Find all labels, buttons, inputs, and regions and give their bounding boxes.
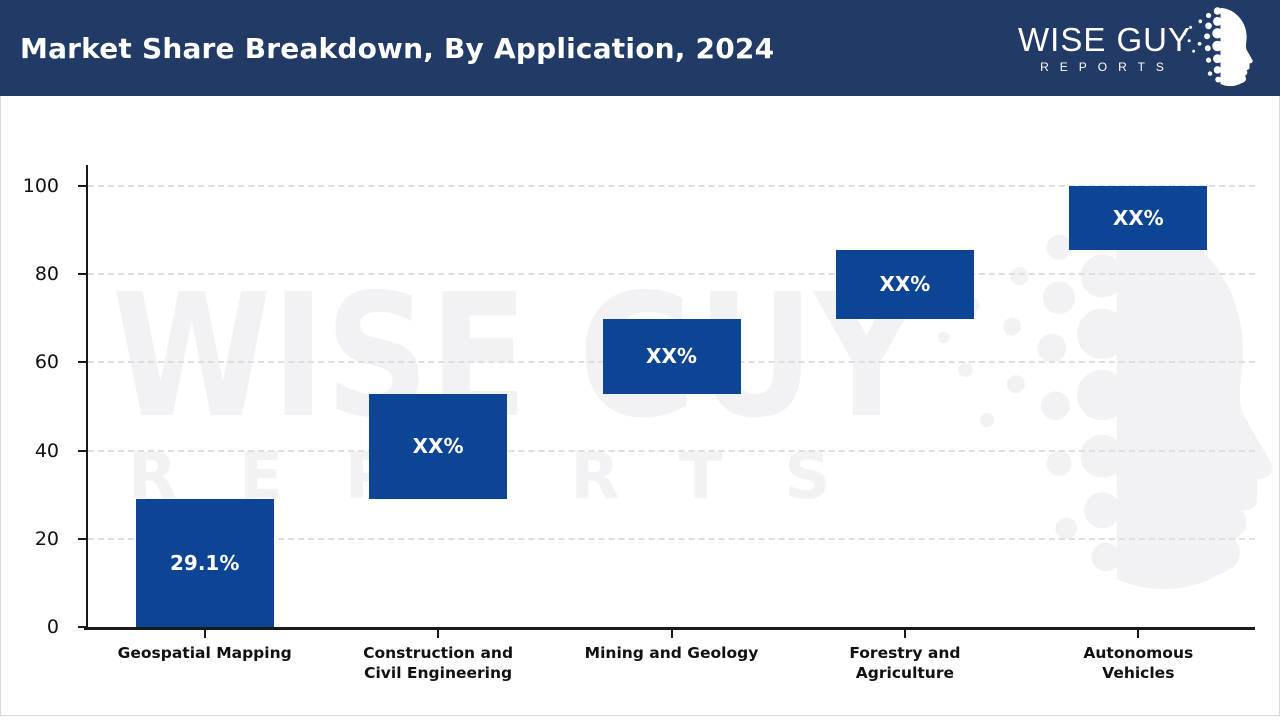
x-category-label-line: Autonomous [1083,644,1194,662]
y-tick-mark [78,449,86,452]
x-category-label-line: Vehicles [1102,664,1175,683]
x-tick-mark [437,630,440,638]
logo-text: WISE GUY REPORTS [1018,23,1191,74]
gridline [88,537,1255,540]
y-tick-label: 60 [34,351,59,374]
x-category-label: Construction and Civil Engineering [323,643,553,684]
y-axis-line [86,165,88,629]
page-title: Market Share Breakdown, By Application, … [20,31,775,65]
bar-value-label: XX% [646,344,697,369]
y-tick-mark [78,184,86,187]
gridline [88,449,1255,452]
y-tick-label: 0 [46,616,59,638]
x-category-label-line: Mining and Geology [584,644,759,662]
x-category-label-line: Geospatial Mapping [117,644,292,662]
x-category-label: Mining and Geology [557,643,787,663]
x-category-label-line: Civil Engineering [364,664,513,683]
x-category-label: Geospatial Mapping [90,643,320,663]
y-tick-mark [78,626,86,628]
bar-value-label: XX% [1112,205,1164,230]
chart-plot-area: 0 20 40 60 80 100 29.1% Geospatial Mapping XX% Co… [23,165,1255,682]
y-tick-label: 100 [22,174,59,197]
bar-value-label: XX% [412,434,464,459]
header: Market Share Breakdown, By Application, … [0,0,1280,96]
x-category-label: Autonomous Vehicles [1023,643,1253,684]
y-tick-label: 80 [34,263,59,286]
x-tick-mark [903,630,906,638]
x-axis-line [84,627,1255,630]
wiseguy-logo: WISE GUY REPORTS [1018,5,1268,91]
y-tick-mark [78,273,86,276]
watermark-wordmark: WISE GUY [112,258,919,456]
gridline [88,273,1255,276]
x-tick-mark [1137,630,1140,638]
bar-mining-and-geology: XX% [602,318,741,394]
x-tick-mark [203,630,206,638]
x-category-label-line: Construction and [363,644,514,662]
bar-value-label: XX% [879,272,931,297]
bar-autonomous-vehicles: XX% [1069,186,1208,250]
bar-forestry-and-agriculture: XX% [835,249,974,319]
y-tick-label: 20 [34,527,59,550]
x-category-label-line: Agriculture [855,664,954,683]
x-tick-mark [670,630,673,638]
y-tick-label: 40 [34,439,59,462]
y-tick-mark [78,537,86,540]
x-category-label: Forestry and Agriculture [790,643,1020,684]
bar-geospatial-mapping: 29.1% [135,498,274,627]
x-category-label-line: Forestry and [849,644,961,662]
wiseguy-head-logo-icon [1177,5,1255,91]
bar-construction-and-civil-engineering: XX% [369,393,508,499]
logo-wordmark: WISE GUY [1018,20,1192,58]
gridline [88,184,1255,187]
bar-value-label: 29.1% [169,550,240,575]
logo-subtitle: REPORTS [1040,59,1175,74]
watermark-head-icon [915,160,1275,634]
y-tick-mark [78,361,86,364]
